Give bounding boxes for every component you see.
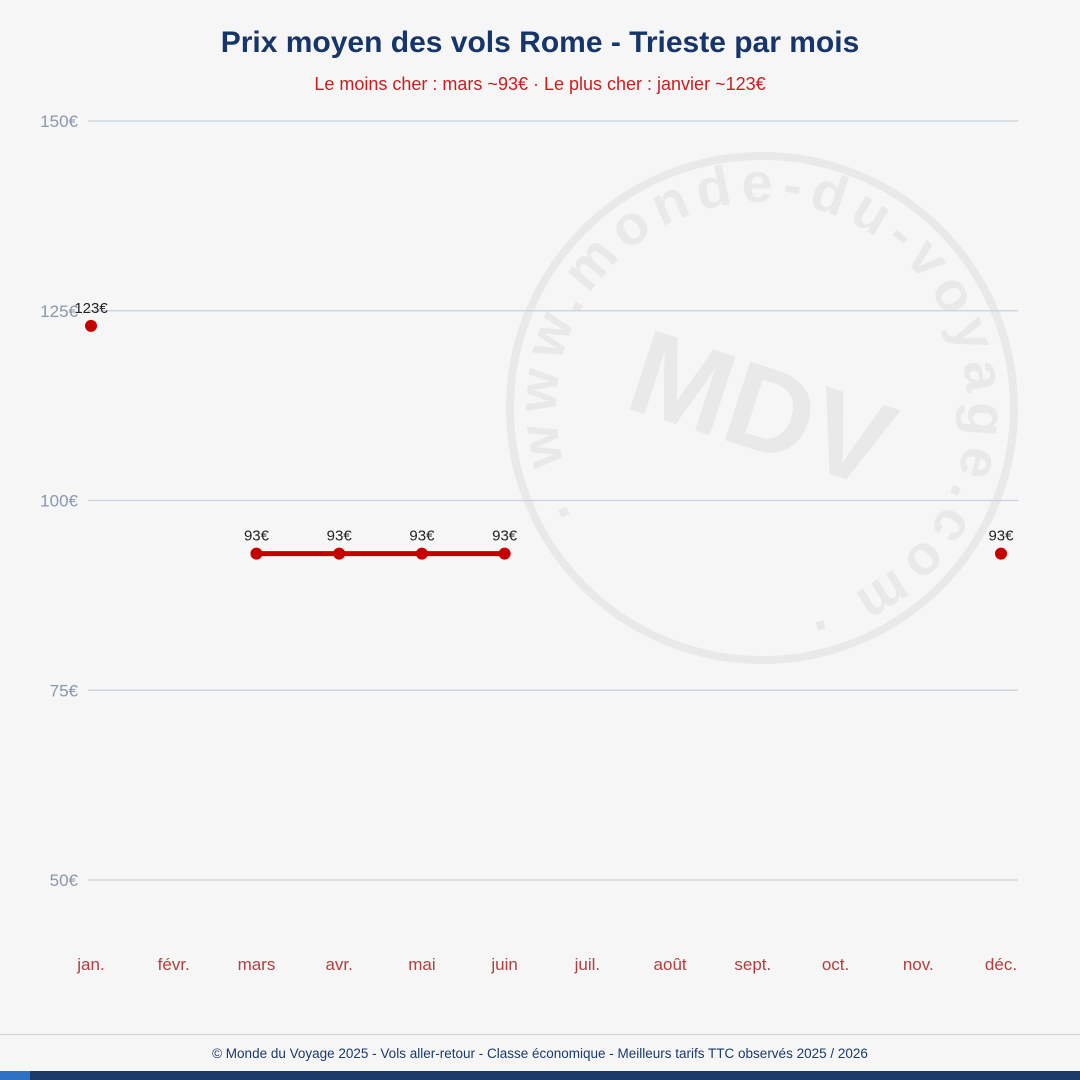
data-point xyxy=(498,547,511,560)
y-tick-label: 50€ xyxy=(50,871,79,890)
data-point-label: 123€ xyxy=(74,300,108,317)
data-point-label: 93€ xyxy=(244,528,270,545)
x-tick-label: oct. xyxy=(822,955,849,974)
footer-copyright: © Monde du Voyage 2025 - Vols aller-reto… xyxy=(212,1046,868,1061)
x-tick-label: mars xyxy=(238,955,276,974)
y-tick-label: 125€ xyxy=(40,302,78,321)
data-point xyxy=(250,547,263,560)
footer-bar xyxy=(0,1071,1080,1080)
x-tick-label: déc. xyxy=(985,955,1017,974)
x-tick-label: avr. xyxy=(325,955,352,974)
x-tick-label: févr. xyxy=(158,955,190,974)
data-point xyxy=(85,319,97,332)
x-tick-label: nov. xyxy=(903,955,934,974)
chart-title: Prix moyen des vols Rome - Trieste par m… xyxy=(220,26,860,59)
y-tick-label: 75€ xyxy=(50,681,79,700)
data-point xyxy=(994,547,1007,560)
x-tick-label: jan. xyxy=(76,955,104,974)
data-point-label: 93€ xyxy=(492,528,518,545)
watermark-ring xyxy=(506,152,1018,664)
data-point-label: 93€ xyxy=(409,528,435,545)
data-point xyxy=(415,547,428,560)
watermark: · www.monde-du-voyage.com ·MDV xyxy=(504,151,1018,664)
x-tick-label: mai xyxy=(408,955,435,974)
footer-divider xyxy=(0,1034,1080,1035)
footer-bar-accent xyxy=(0,1071,30,1080)
data-point-label: 93€ xyxy=(327,528,353,545)
chart-subtitle: Le moins cher : mars ~93€ · Le plus cher… xyxy=(314,74,766,94)
watermark-center-text: MDV xyxy=(614,304,909,514)
x-tick-label: août xyxy=(654,955,687,974)
x-tick-label: sept. xyxy=(734,955,771,974)
x-tick-label: juin xyxy=(490,955,517,974)
y-tick-label: 100€ xyxy=(40,492,78,511)
data-point-label: 93€ xyxy=(988,528,1014,545)
data-point xyxy=(333,547,346,560)
x-tick-label: juil. xyxy=(574,955,601,974)
y-tick-label: 150€ xyxy=(40,112,78,131)
